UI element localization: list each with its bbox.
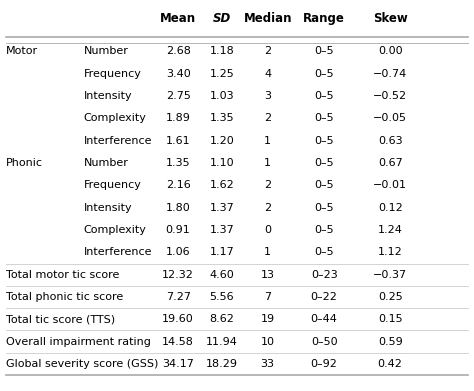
Text: Frequency: Frequency	[84, 180, 142, 190]
Text: −0.01: −0.01	[373, 180, 407, 190]
Text: 11.94: 11.94	[206, 337, 238, 347]
Text: −0.52: −0.52	[373, 91, 407, 101]
Text: Intensity: Intensity	[84, 203, 132, 213]
Text: Mean: Mean	[160, 13, 196, 25]
Text: 18.29: 18.29	[206, 359, 238, 369]
Text: 1: 1	[264, 136, 271, 146]
Text: 0–5: 0–5	[314, 113, 334, 124]
Text: Frequency: Frequency	[84, 69, 142, 79]
Text: Total tic score (TTS): Total tic score (TTS)	[6, 314, 115, 324]
Text: 34.17: 34.17	[162, 359, 194, 369]
Text: 1.06: 1.06	[166, 248, 191, 257]
Text: 1.10: 1.10	[210, 158, 234, 168]
Text: 0.63: 0.63	[378, 136, 402, 146]
Text: 0–44: 0–44	[311, 314, 337, 324]
Text: Interference: Interference	[84, 248, 152, 257]
Text: 0–5: 0–5	[314, 180, 334, 190]
Text: Range: Range	[303, 13, 345, 25]
Text: 1.20: 1.20	[210, 136, 234, 146]
Text: 4: 4	[264, 69, 271, 79]
Text: Intensity: Intensity	[84, 91, 132, 101]
Text: 2: 2	[264, 113, 271, 124]
Text: 0–5: 0–5	[314, 248, 334, 257]
Text: 0–5: 0–5	[314, 47, 334, 56]
Text: 1.61: 1.61	[166, 136, 191, 146]
Text: −0.74: −0.74	[373, 69, 407, 79]
Text: 19: 19	[261, 314, 275, 324]
Text: 1.37: 1.37	[210, 203, 234, 213]
Text: 0–5: 0–5	[314, 91, 334, 101]
Text: 2.75: 2.75	[165, 91, 191, 101]
Text: 1.18: 1.18	[210, 47, 234, 56]
Text: 7.27: 7.27	[165, 292, 191, 302]
Text: Complexity: Complexity	[84, 225, 147, 235]
Text: 0.00: 0.00	[378, 47, 402, 56]
Text: Total motor tic score: Total motor tic score	[6, 270, 119, 280]
Text: Number: Number	[84, 158, 129, 168]
Text: 2: 2	[264, 180, 271, 190]
Text: 0–5: 0–5	[314, 203, 334, 213]
Text: 1.37: 1.37	[210, 225, 234, 235]
Text: 10: 10	[261, 337, 274, 347]
Text: 1.17: 1.17	[210, 248, 234, 257]
Text: 1.12: 1.12	[378, 248, 402, 257]
Text: 1.62: 1.62	[210, 180, 234, 190]
Text: 0–23: 0–23	[311, 270, 337, 280]
Text: 33: 33	[261, 359, 274, 369]
Text: 3.40: 3.40	[166, 69, 191, 79]
Text: Overall impairment rating: Overall impairment rating	[6, 337, 151, 347]
Text: 0.12: 0.12	[378, 203, 402, 213]
Text: Median: Median	[243, 13, 292, 25]
Text: −0.05: −0.05	[373, 113, 407, 124]
Text: 1.89: 1.89	[165, 113, 191, 124]
Text: 5.56: 5.56	[210, 292, 234, 302]
Text: 3: 3	[264, 91, 271, 101]
Text: Complexity: Complexity	[84, 113, 147, 124]
Text: 2: 2	[264, 47, 271, 56]
Text: 0–50: 0–50	[311, 337, 337, 347]
Text: Total phonic tic score: Total phonic tic score	[6, 292, 123, 302]
Text: 0.59: 0.59	[378, 337, 402, 347]
Text: 2.16: 2.16	[166, 180, 191, 190]
Text: 0.42: 0.42	[378, 359, 402, 369]
Text: 1.03: 1.03	[210, 91, 234, 101]
Text: 14.58: 14.58	[162, 337, 194, 347]
Text: Global severity score (GSS): Global severity score (GSS)	[6, 359, 158, 369]
Text: 0–22: 0–22	[311, 292, 337, 302]
Text: Interference: Interference	[84, 136, 152, 146]
Text: 8.62: 8.62	[210, 314, 234, 324]
Text: Motor: Motor	[6, 47, 38, 56]
Text: 0–5: 0–5	[314, 136, 334, 146]
Text: Phonic: Phonic	[6, 158, 43, 168]
Text: 0.67: 0.67	[378, 158, 402, 168]
Text: 0–5: 0–5	[314, 225, 334, 235]
Text: 12.32: 12.32	[162, 270, 194, 280]
Text: 2.68: 2.68	[165, 47, 191, 56]
Text: 2: 2	[264, 203, 271, 213]
Text: 13: 13	[261, 270, 274, 280]
Text: Number: Number	[84, 47, 129, 56]
Text: 0: 0	[264, 225, 271, 235]
Text: 1.25: 1.25	[210, 69, 234, 79]
Text: 0–5: 0–5	[314, 158, 334, 168]
Text: SD: SD	[213, 13, 231, 25]
Text: −0.37: −0.37	[373, 270, 407, 280]
Text: 4.60: 4.60	[210, 270, 234, 280]
Text: 1: 1	[264, 248, 271, 257]
Text: 1: 1	[264, 158, 271, 168]
Text: 0–5: 0–5	[314, 69, 334, 79]
Text: Skew: Skew	[373, 13, 408, 25]
Text: 19.60: 19.60	[162, 314, 194, 324]
Text: 0.15: 0.15	[378, 314, 402, 324]
Text: 0–92: 0–92	[311, 359, 337, 369]
Text: 7: 7	[264, 292, 271, 302]
Text: 1.35: 1.35	[166, 158, 191, 168]
Text: 0.25: 0.25	[378, 292, 402, 302]
Text: 1.35: 1.35	[210, 113, 234, 124]
Text: 1.24: 1.24	[378, 225, 402, 235]
Text: 1.80: 1.80	[166, 203, 191, 213]
Text: 0.91: 0.91	[166, 225, 191, 235]
